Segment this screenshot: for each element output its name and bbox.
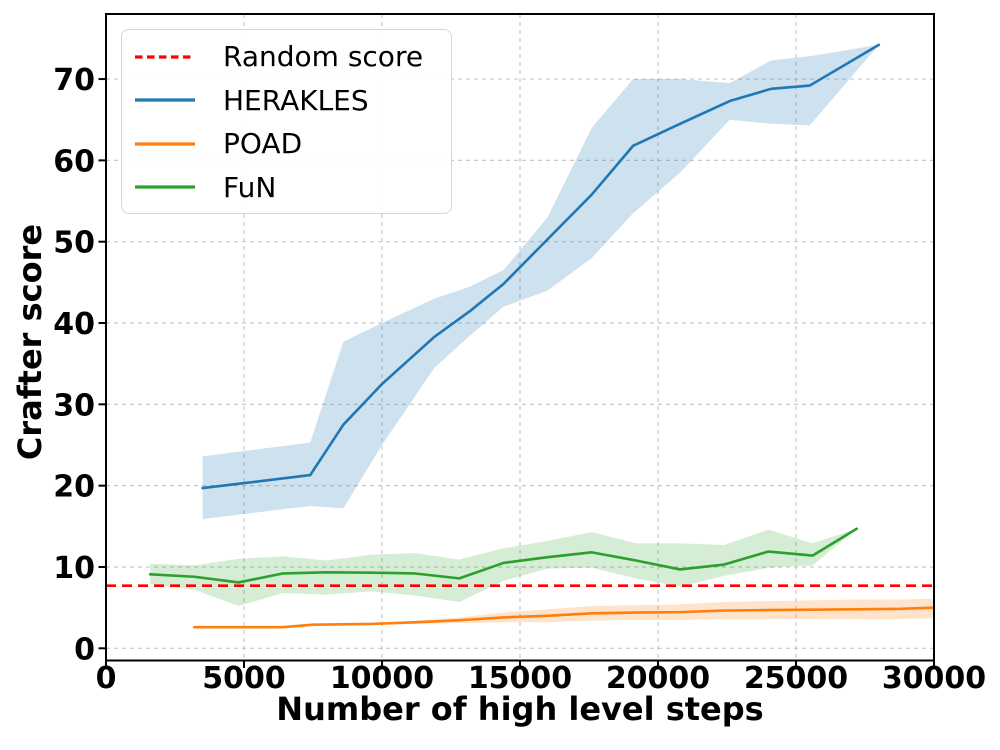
herakles-line	[201, 43, 881, 490]
y-tick-label: 10	[53, 551, 95, 586]
x-tick-label: 5000	[202, 661, 286, 696]
legend-item-random-score: Random score	[134, 35, 451, 79]
legend-line-sample-fun	[135, 185, 195, 189]
y-tick-label: 50	[53, 226, 95, 261]
y-axis-label: Crafter score	[11, 223, 49, 461]
poad-line	[193, 606, 934, 629]
x-tick-label: 25000	[744, 661, 848, 696]
x-tick-label: 0	[96, 661, 117, 696]
legend-line-sample-poad	[135, 142, 195, 146]
fun-line	[148, 527, 859, 584]
legend: Random score HERAKLES POAD FuN	[121, 29, 452, 214]
x-tick-label: 15000	[468, 661, 572, 696]
y-tick-label: 30	[53, 388, 95, 423]
legend-item-fun: FuN	[134, 166, 451, 210]
y-tick-label: 0	[74, 632, 95, 667]
herakles-confidence-band	[202, 44, 879, 520]
x-tick-label: 30000	[882, 661, 986, 696]
legend-label-fun: FuN	[223, 170, 277, 204]
y-tick-label: 60	[53, 144, 95, 179]
legend-line-sample-herakles	[135, 98, 195, 102]
y-tick-label: 70	[53, 63, 95, 98]
legend-line-sample-random-score	[135, 55, 195, 59]
y-tick-label: 20	[53, 470, 95, 505]
x-tick-label: 20000	[606, 661, 710, 696]
poad-confidence-band	[194, 598, 934, 628]
legend-label-random-score: Random score	[223, 40, 424, 74]
x-tick-label: 10000	[330, 661, 434, 696]
fun-confidence-band	[150, 528, 857, 607]
x-axis-label: Number of high level steps	[276, 690, 764, 728]
legend-item-poad: POAD	[134, 122, 451, 166]
legend-item-herakles: HERAKLES	[134, 79, 451, 123]
legend-label-poad: POAD	[223, 127, 303, 161]
y-tick-label: 40	[53, 307, 95, 342]
legend-label-herakles: HERAKLES	[223, 83, 369, 117]
